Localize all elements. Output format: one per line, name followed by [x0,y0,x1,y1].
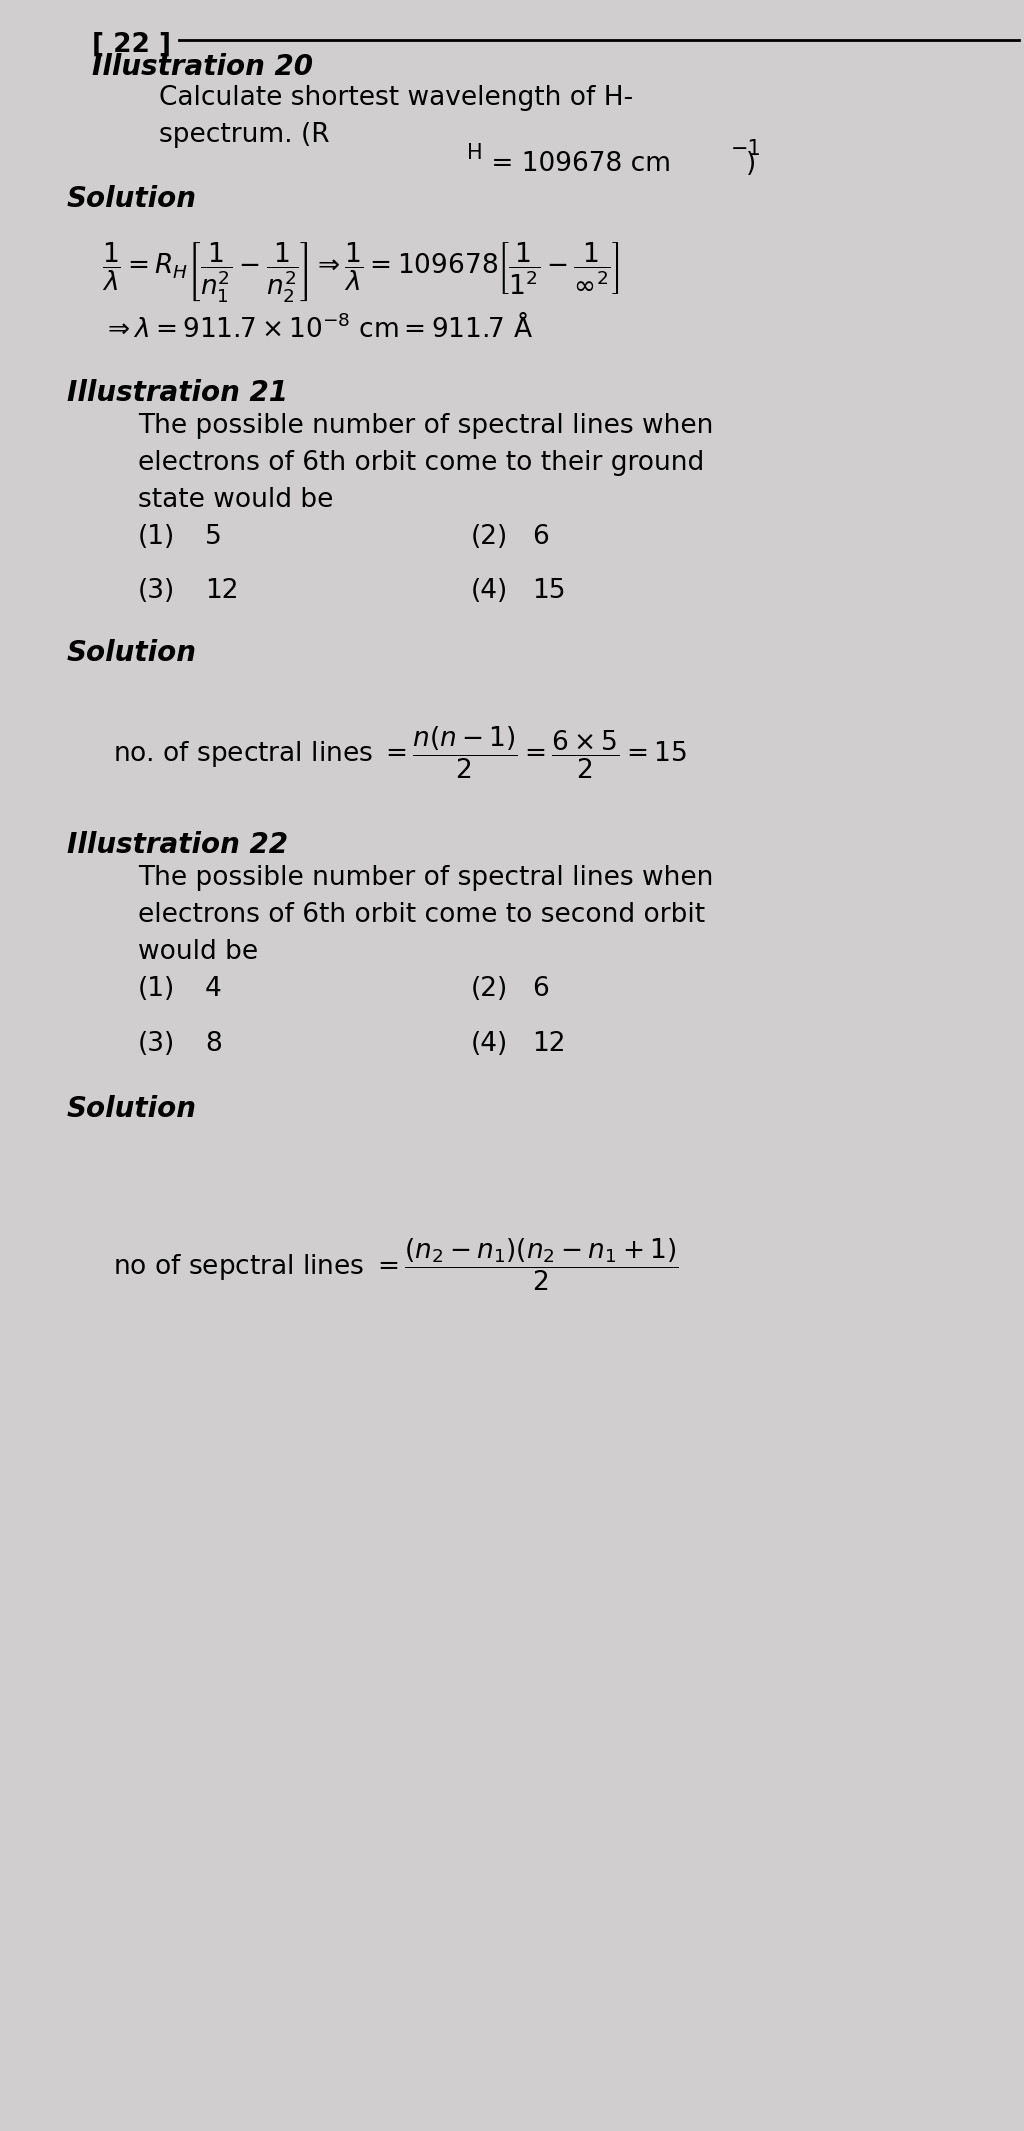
Text: The possible number of spectral lines when
electrons of 6th orbit come to their : The possible number of spectral lines wh… [138,413,714,514]
Text: (2): (2) [471,524,508,550]
Text: H: H [467,143,482,162]
Text: (1): (1) [138,524,175,550]
Text: −1: −1 [731,139,762,158]
Text: [ 22 ]: [ 22 ] [92,32,171,58]
Text: (4): (4) [471,1031,508,1057]
Text: = 109678 cm: = 109678 cm [483,151,672,177]
Text: (3): (3) [138,578,175,603]
Text: 12: 12 [205,578,239,603]
Text: 15: 15 [532,578,566,603]
Text: (2): (2) [471,976,508,1002]
Text: Illustration 20: Illustration 20 [92,53,313,81]
Text: The possible number of spectral lines when
electrons of 6th orbit come to second: The possible number of spectral lines wh… [138,865,714,965]
Text: (1): (1) [138,976,175,1002]
Text: no. of spectral lines $=\dfrac{n(n-1)}{2}=\dfrac{6\times5}{2}=15$: no. of spectral lines $=\dfrac{n(n-1)}{2… [113,725,686,780]
Text: 12: 12 [532,1031,566,1057]
Text: Solution: Solution [67,1095,197,1123]
Text: Calculate shortest wavelength of H-
spectrum. (R: Calculate shortest wavelength of H- spec… [159,85,633,149]
Text: no of sepctral lines $=\dfrac{(n_{2}-n_{1})(n_{2}-n_{1}+1)}{2}$: no of sepctral lines $=\dfrac{(n_{2}-n_{… [113,1236,678,1294]
Text: Illustration 22: Illustration 22 [67,831,288,859]
Text: 6: 6 [532,976,549,1002]
Text: $\Rightarrow\lambda=911.7\times10^{-8}\ \mathrm{cm}=911.7\ \mathrm{\AA}$: $\Rightarrow\lambda=911.7\times10^{-8}\ … [102,313,534,343]
Text: $\dfrac{1}{\lambda}=R_{H}\left[\dfrac{1}{n_{1}^{2}}-\dfrac{1}{n_{2}^{2}}\right]\: $\dfrac{1}{\lambda}=R_{H}\left[\dfrac{1}… [102,241,621,305]
Text: 6: 6 [532,524,549,550]
Text: Solution: Solution [67,639,197,667]
Text: Illustration 21: Illustration 21 [67,379,288,407]
Text: 8: 8 [205,1031,221,1057]
Text: Solution: Solution [67,185,197,213]
Text: 5: 5 [205,524,221,550]
Text: 4: 4 [205,976,221,1002]
Text: (3): (3) [138,1031,175,1057]
Text: ): ) [745,151,756,177]
Text: (4): (4) [471,578,508,603]
